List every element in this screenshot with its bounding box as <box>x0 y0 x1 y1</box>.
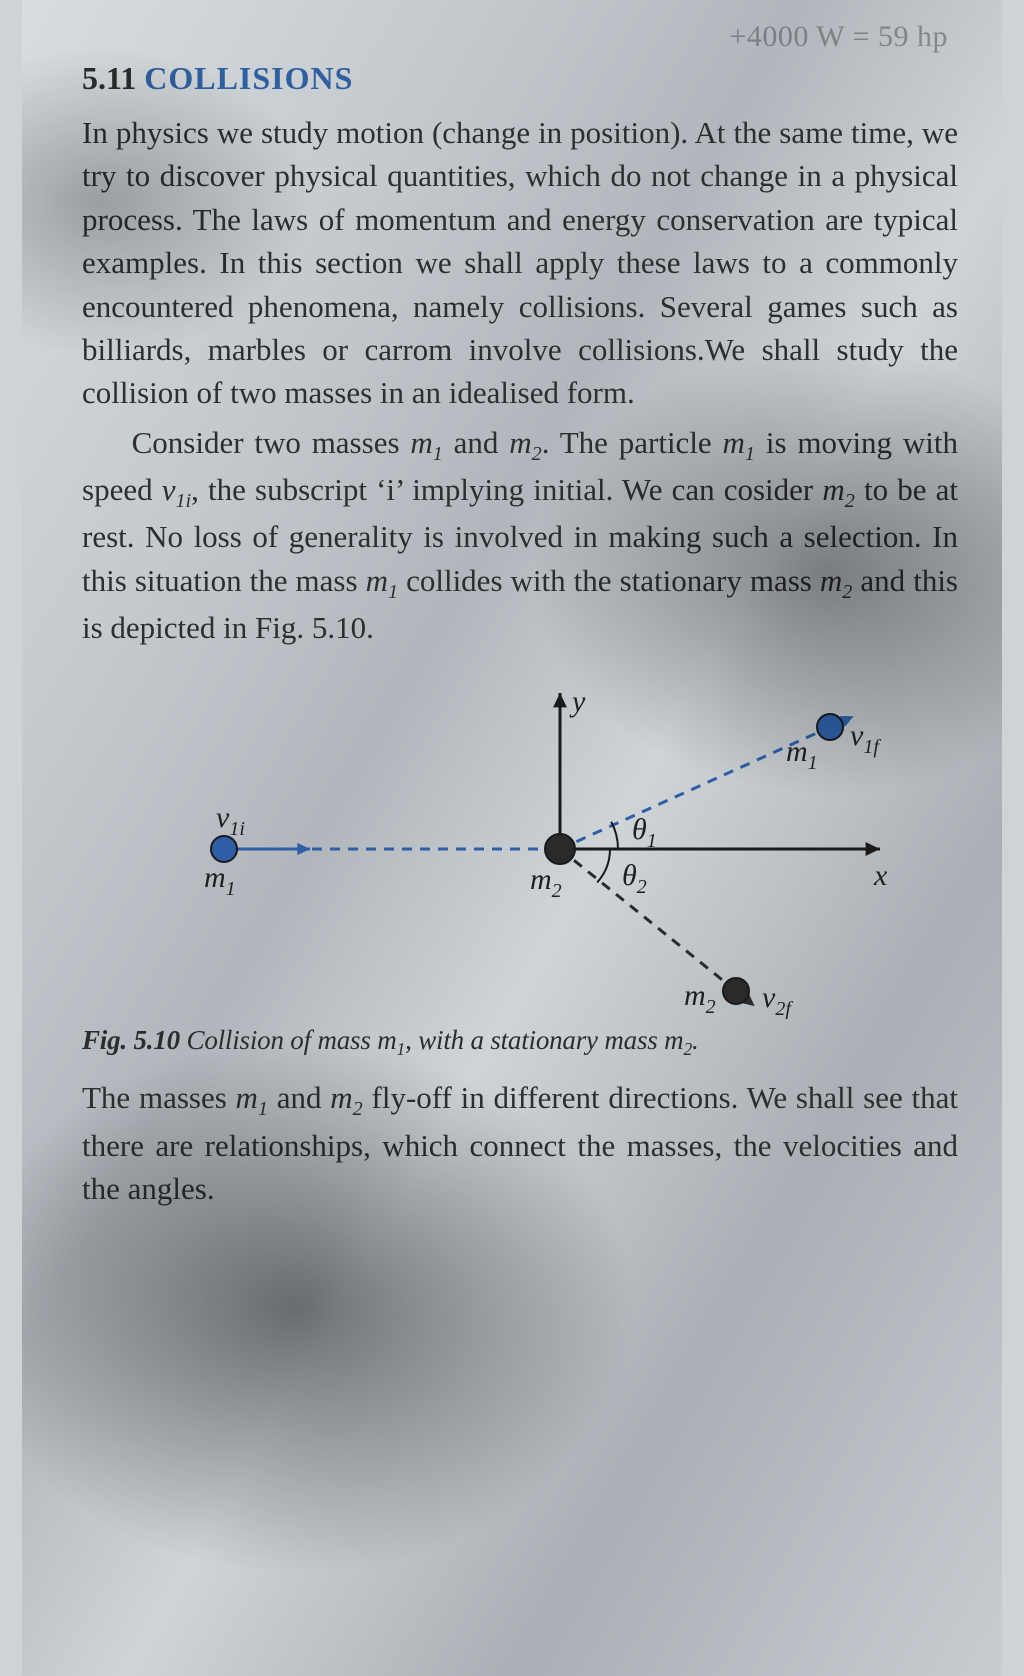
page-scan: +4000 W = 59 hp 5.11 COLLISIONS In physi… <box>22 0 1002 1676</box>
caption-figno: Fig. 5.10 <box>82 1025 180 1055</box>
sym-m1c: m1 <box>366 563 398 598</box>
p2-e: , the subscript ‘i’ implying initial. We… <box>191 472 822 507</box>
caption-a: Collision of mass <box>180 1025 377 1055</box>
caption-c: . <box>692 1025 699 1055</box>
svg-text:m2: m2 <box>684 979 716 1018</box>
svg-text:θ1: θ1 <box>632 813 657 852</box>
svg-text:m1: m1 <box>786 735 818 774</box>
sym-m2b: m2 <box>822 472 854 507</box>
caption-m1: m1 <box>377 1025 405 1055</box>
figure-5-10: y x v1i m1 m2 θ1 θ2 m1 v1f m2 v2f <box>82 659 958 1019</box>
collision-diagram-svg: y x v1i m1 m2 θ1 θ2 m1 v1f m2 v2f <box>140 659 900 1019</box>
sym-m1: m1 <box>410 425 442 460</box>
section-title: COLLISIONS <box>144 60 353 96</box>
svg-text:m1: m1 <box>204 861 236 900</box>
svg-text:θ2: θ2 <box>622 859 647 898</box>
svg-text:m2: m2 <box>530 863 562 902</box>
p3-b: and <box>268 1080 330 1115</box>
caption-m2: m2 <box>664 1025 692 1055</box>
sym-m2c: m2 <box>820 563 852 598</box>
paragraph-3: The masses m1 and m2 fly-off in differen… <box>82 1076 958 1210</box>
paragraph-1: In physics we study motion (change in po… <box>82 111 958 415</box>
svg-text:v1f: v1f <box>850 719 881 758</box>
section-number: 5.11 <box>82 60 136 96</box>
p2-b: and <box>443 425 509 460</box>
p2-g: collides with the stationary mass <box>398 563 820 598</box>
paragraph-2: Consider two masses m1 and m2. The parti… <box>82 421 958 650</box>
p3-m1: m1 <box>236 1080 268 1115</box>
p3-a: The masses <box>82 1080 236 1115</box>
p3-m2: m2 <box>330 1080 362 1115</box>
section-heading: 5.11 COLLISIONS <box>82 60 958 97</box>
p2-c: . The particle <box>542 425 723 460</box>
sym-m1b: m1 <box>723 425 755 460</box>
sym-v1i: v1i <box>162 472 191 507</box>
figure-caption: Fig. 5.10 Collision of mass m1, with a s… <box>82 1025 958 1060</box>
svg-text:v2f: v2f <box>762 981 793 1019</box>
caption-b: , with a stationary mass <box>405 1025 664 1055</box>
svg-text:y: y <box>569 685 586 718</box>
clipped-line-top: +4000 W = 59 hp <box>82 20 958 54</box>
p2-a: Consider two masses <box>132 425 411 460</box>
sym-m2: m2 <box>509 425 541 460</box>
svg-text:x: x <box>873 859 888 892</box>
svg-text:v1i: v1i <box>216 801 245 840</box>
